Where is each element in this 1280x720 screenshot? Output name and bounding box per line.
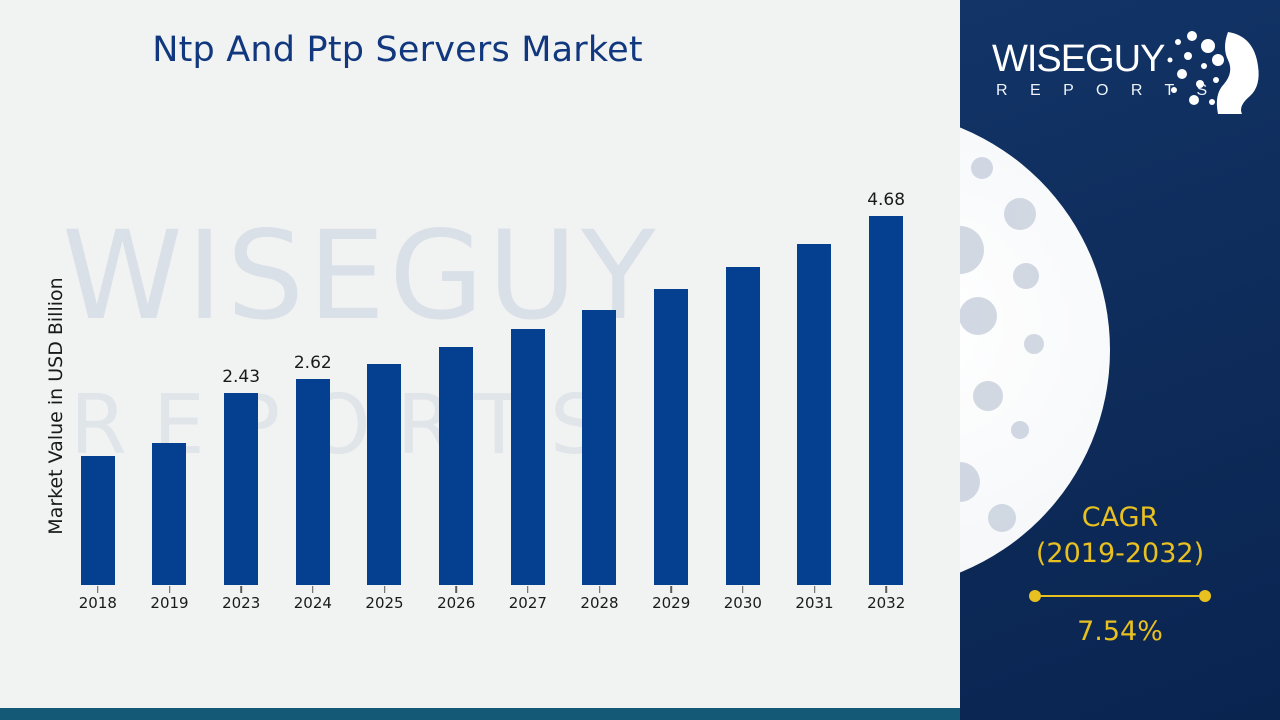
divider-dot-right bbox=[1199, 590, 1211, 602]
x-tick bbox=[527, 586, 529, 593]
x-tick bbox=[383, 586, 386, 593]
bar-slot bbox=[635, 120, 707, 585]
x-tick-label-2018: 2018 bbox=[78, 594, 117, 612]
bar-2026[interactable] bbox=[439, 346, 474, 585]
bar-slot bbox=[707, 120, 779, 585]
bar-2029[interactable] bbox=[654, 289, 689, 585]
bar-slot bbox=[134, 120, 206, 585]
cagr-period: (2019-2032) bbox=[1035, 538, 1205, 569]
x-tick-label-2019: 2019 bbox=[150, 594, 189, 612]
bar-2028[interactable] bbox=[582, 309, 617, 585]
x-tick bbox=[813, 586, 816, 593]
bar-slot: 4.68 bbox=[850, 120, 922, 585]
dot-cluster-decoration-icon bbox=[960, 157, 1044, 532]
x-tick-label-2023: 2023 bbox=[222, 594, 261, 612]
x-tick bbox=[598, 586, 601, 593]
logo-subtitle: R E P O R T S bbox=[996, 82, 1217, 99]
x-tick bbox=[312, 586, 314, 593]
bar-slot bbox=[564, 120, 636, 585]
logo-wordmark: WISEGUY bbox=[992, 38, 1165, 80]
x-tick-label-2031: 2031 bbox=[795, 594, 834, 612]
logo-dot-head-icon bbox=[1167, 31, 1259, 114]
bar-2032[interactable] bbox=[869, 216, 904, 585]
bar-2025[interactable] bbox=[367, 363, 402, 585]
bar-slot: 2.62 bbox=[277, 120, 349, 585]
branding-panel: WISEGUY R E P O R T S CAGR (2019-2032) bbox=[960, 0, 1280, 720]
x-tick bbox=[885, 586, 887, 593]
x-tick bbox=[742, 586, 744, 593]
x-tick-label-2024: 2024 bbox=[293, 594, 332, 612]
bar-slot bbox=[349, 120, 421, 585]
decorative-circle bbox=[960, 110, 1110, 590]
x-tick-label-2027: 2027 bbox=[508, 594, 547, 612]
bar-2027[interactable] bbox=[510, 328, 545, 585]
x-tick bbox=[97, 586, 99, 593]
cagr-divider bbox=[1029, 590, 1211, 602]
bar-2030[interactable] bbox=[725, 266, 760, 585]
bar-2018[interactable] bbox=[80, 455, 115, 585]
x-tick-label-2029: 2029 bbox=[652, 594, 691, 612]
bar-slot bbox=[779, 120, 851, 585]
divider-line bbox=[1035, 595, 1205, 597]
bar-2024[interactable] bbox=[295, 378, 330, 585]
bar-2019[interactable] bbox=[152, 443, 187, 585]
x-axis-line bbox=[62, 585, 922, 586]
x-tick-label-2025: 2025 bbox=[365, 594, 404, 612]
bar-value-label-2024: 2.62 bbox=[293, 352, 332, 373]
x-tick-label-2032: 2032 bbox=[867, 594, 906, 612]
bar-2023[interactable] bbox=[224, 393, 259, 585]
bar-2031[interactable] bbox=[797, 243, 832, 585]
bar-value-label-2032: 4.68 bbox=[867, 190, 906, 211]
x-tick bbox=[168, 586, 171, 593]
bar-slot bbox=[492, 120, 564, 585]
x-tick bbox=[240, 586, 242, 593]
cagr-block: CAGR (2019-2032) 7.54% bbox=[960, 500, 1280, 647]
wiseguy-logo: WISEGUY R E P O R T S bbox=[982, 28, 1262, 118]
x-tick-label-2030: 2030 bbox=[723, 594, 762, 612]
x-tick-label-2028: 2028 bbox=[580, 594, 619, 612]
x-tick bbox=[455, 586, 457, 593]
page-title: Ntp And Ptp Servers Market bbox=[152, 30, 643, 70]
bar-slot: 2.43 bbox=[205, 120, 277, 585]
bar-plot-area: 2.43 2.62 4.68 bbox=[62, 120, 922, 585]
x-tick-label-2026: 2026 bbox=[437, 594, 476, 612]
bar-slot bbox=[420, 120, 492, 585]
cagr-value: 7.54% bbox=[1077, 616, 1163, 647]
bar-slot bbox=[62, 120, 134, 585]
bar-value-label-2023: 2.43 bbox=[222, 367, 261, 388]
bottom-accent-strip bbox=[0, 708, 962, 720]
chart-panel: WISEGUY REPORTS Ntp And Ptp Servers Mark… bbox=[0, 30, 962, 720]
x-tick bbox=[670, 586, 672, 593]
cagr-title: CAGR bbox=[1081, 502, 1159, 533]
